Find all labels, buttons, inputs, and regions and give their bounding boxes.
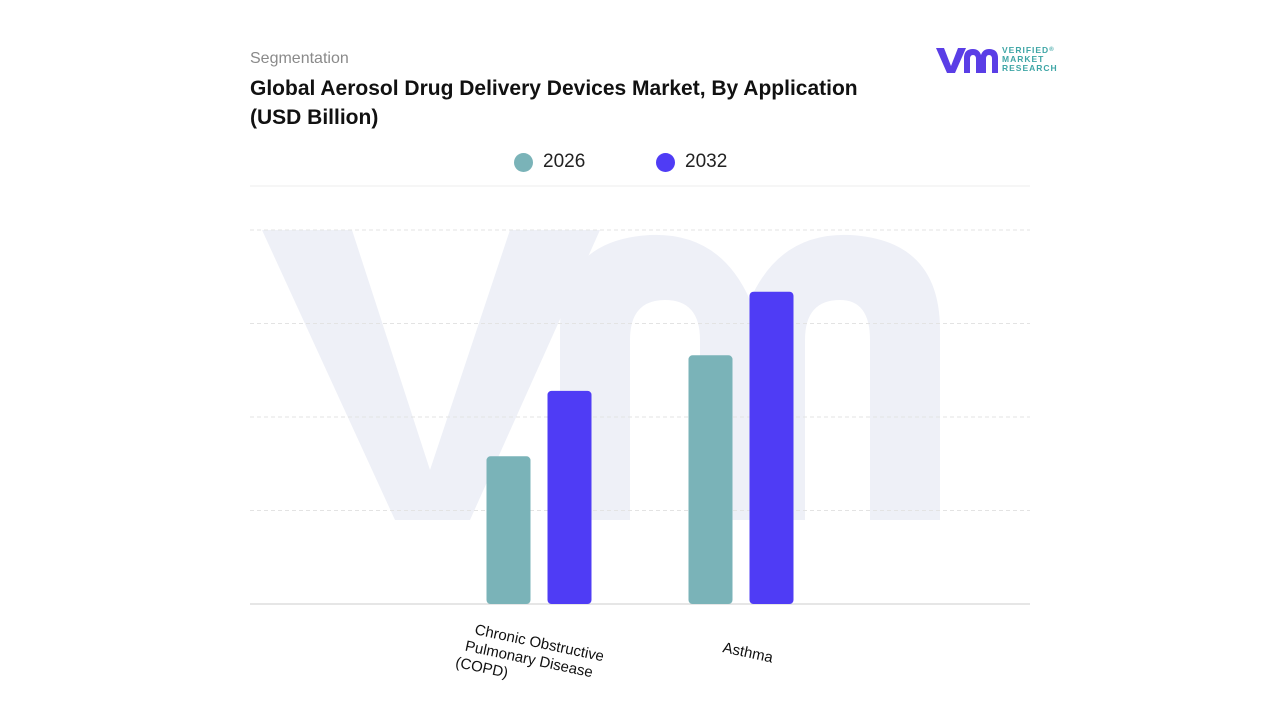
- category-label-asthma: Asthma: [721, 639, 775, 666]
- legend-label-2026: 2026: [543, 151, 586, 172]
- bar-2026-copd: [486, 456, 531, 604]
- legend-swatch-2026: [514, 152, 533, 172]
- category-label-copd: Chronic ObstructivePulmonary Disease(COP…: [454, 619, 606, 701]
- chart-legend: 2026 2032: [0, 148, 1280, 176]
- logo-text-line-2: MARKET: [1002, 54, 1045, 64]
- chart-title-line-1: Global Aerosol Drug Delivery Devices Mar…: [250, 77, 858, 100]
- bar-2032-asthma: [749, 291, 794, 604]
- bars: [486, 291, 794, 604]
- logo-text-line-1: VERIFIED®: [1002, 45, 1055, 55]
- watermark-logo: [262, 230, 940, 520]
- logo-wordmark: VERIFIED® MARKET RESEARCH: [1002, 46, 1058, 73]
- grid-lines: [250, 185, 1030, 605]
- legend-swatch-2032: [656, 152, 675, 172]
- vmr-logo-icon: [936, 48, 998, 73]
- legend-item-2032: 2032: [656, 148, 727, 176]
- logo-text-line-3: RESEARCH: [1002, 63, 1058, 73]
- legend-item-2026: 2026: [514, 148, 585, 176]
- legend-label-2032: 2032: [685, 151, 728, 172]
- category-labels: Chronic ObstructivePulmonary Disease(COP…: [454, 619, 775, 701]
- chart-title-line-2: (USD Billion): [250, 106, 379, 129]
- segment-label: Segmentation: [250, 50, 349, 67]
- chart-title: Global Aerosol Drug Delivery Devices Mar…: [250, 74, 890, 132]
- bar-2026-asthma: [688, 355, 733, 604]
- bar-2032-copd: [547, 390, 592, 604]
- category-label-line: Asthma: [721, 639, 775, 666]
